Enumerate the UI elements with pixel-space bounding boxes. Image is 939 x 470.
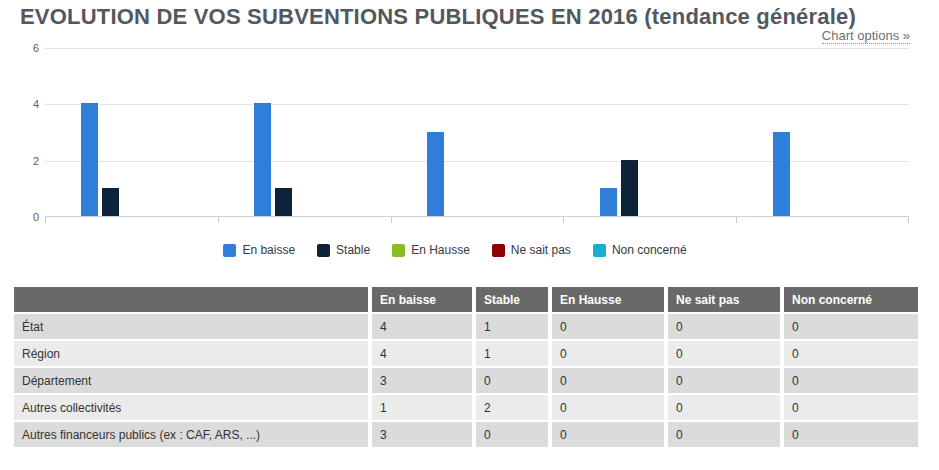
- value-cell: 0: [552, 314, 664, 339]
- x-axis-tick: [218, 217, 219, 223]
- legend-label: Ne sait pas: [511, 243, 571, 257]
- legend-label: En baisse: [242, 243, 295, 257]
- table-row: Région41000: [14, 341, 918, 366]
- table-header-cell: Stable: [476, 287, 548, 312]
- table-header-row: En baisseStableEn HausseNe sait pasNon c…: [14, 287, 918, 312]
- chart-options: Chart options »: [822, 28, 910, 43]
- value-cell: 3: [372, 422, 472, 447]
- row-label-cell: Autres financeurs publics (ex : CAF, ARS…: [14, 422, 368, 447]
- y-axis-label: 0: [5, 211, 39, 223]
- value-cell: 0: [668, 395, 780, 420]
- chart-options-link[interactable]: Chart options »: [822, 28, 910, 44]
- bar-group: [218, 48, 391, 216]
- bar-en-baisse[interactable]: [600, 188, 617, 216]
- x-axis-tick: [563, 217, 564, 223]
- value-cell: 1: [476, 314, 548, 339]
- bar-en-baisse[interactable]: [773, 132, 790, 217]
- bar-chart-plot-area: 0246: [45, 48, 909, 217]
- y-axis-label: 4: [5, 98, 39, 110]
- value-cell: 0: [784, 422, 918, 447]
- bar-group: [391, 48, 564, 216]
- legend-item-stable[interactable]: Stable: [317, 243, 370, 257]
- x-axis-tick: [45, 217, 46, 223]
- value-cell: 2: [476, 395, 548, 420]
- table-header-cell: En Hausse: [552, 287, 664, 312]
- row-label-cell: Département: [14, 368, 368, 393]
- legend-item-en-hausse[interactable]: En Hausse: [392, 243, 470, 257]
- y-axis-label: 6: [5, 42, 39, 54]
- value-cell: 0: [552, 422, 664, 447]
- table-row: Département30000: [14, 368, 918, 393]
- legend-item-en-baisse[interactable]: En baisse: [223, 243, 295, 257]
- value-cell: 0: [552, 395, 664, 420]
- value-cell: 0: [668, 422, 780, 447]
- value-cell: 0: [784, 314, 918, 339]
- value-cell: 0: [476, 422, 548, 447]
- legend-swatch: [223, 244, 236, 257]
- legend-swatch: [317, 244, 330, 257]
- value-cell: 3: [372, 368, 472, 393]
- value-cell: 0: [476, 368, 548, 393]
- value-cell: 0: [668, 368, 780, 393]
- x-axis-tick: [391, 217, 392, 223]
- row-label-cell: État: [14, 314, 368, 339]
- legend-item-ne-sait-pas[interactable]: Ne sait pas: [492, 243, 571, 257]
- bar-en-baisse[interactable]: [254, 103, 271, 216]
- bar-stable[interactable]: [102, 188, 119, 216]
- bar-stable[interactable]: [621, 160, 638, 216]
- legend-label: Non concerné: [612, 243, 687, 257]
- bar-en-baisse[interactable]: [81, 103, 98, 216]
- row-label-cell: Autres collectivités: [14, 395, 368, 420]
- table-row: État41000: [14, 314, 918, 339]
- value-cell: 4: [372, 341, 472, 366]
- results-table: En baisseStableEn HausseNe sait pasNon c…: [10, 285, 922, 449]
- value-cell: 0: [668, 314, 780, 339]
- value-cell: 0: [784, 368, 918, 393]
- y-axis-label: 2: [5, 155, 39, 167]
- table-header-cell: En baisse: [372, 287, 472, 312]
- page-title: EVOLUTION DE VOS SUBVENTIONS PUBLIQUES E…: [20, 4, 856, 30]
- table-header-cell: Ne sait pas: [668, 287, 780, 312]
- legend-label: Stable: [336, 243, 370, 257]
- chart-legend: En baisse Stable En Hausse Ne sait pas Non c…: [0, 243, 910, 257]
- legend-swatch: [593, 244, 606, 257]
- value-cell: 0: [552, 368, 664, 393]
- table-header-cell: [14, 287, 368, 312]
- value-cell: 0: [552, 341, 664, 366]
- value-cell: 0: [784, 341, 918, 366]
- bar-en-baisse[interactable]: [427, 132, 444, 217]
- row-label-cell: Région: [14, 341, 368, 366]
- x-axis-tick: [908, 217, 909, 223]
- legend-label: En Hausse: [411, 243, 470, 257]
- bar-group: [563, 48, 736, 216]
- bar-stable[interactable]: [275, 188, 292, 216]
- statistics-panel: EVOLUTION DE VOS SUBVENTIONS PUBLIQUES E…: [0, 0, 939, 470]
- table-row: Autres collectivités12000: [14, 395, 918, 420]
- legend-item-non-concern-[interactable]: Non concerné: [593, 243, 687, 257]
- table-header-cell: Non concerné: [784, 287, 918, 312]
- value-cell: 1: [372, 395, 472, 420]
- value-cell: 1: [476, 341, 548, 366]
- bar-group: [736, 48, 909, 216]
- value-cell: 4: [372, 314, 472, 339]
- bar-group: [45, 48, 218, 216]
- legend-swatch: [492, 244, 505, 257]
- value-cell: 0: [784, 395, 918, 420]
- legend-swatch: [392, 244, 405, 257]
- value-cell: 0: [668, 341, 780, 366]
- table-row: Autres financeurs publics (ex : CAF, ARS…: [14, 422, 918, 447]
- x-axis-tick: [736, 217, 737, 223]
